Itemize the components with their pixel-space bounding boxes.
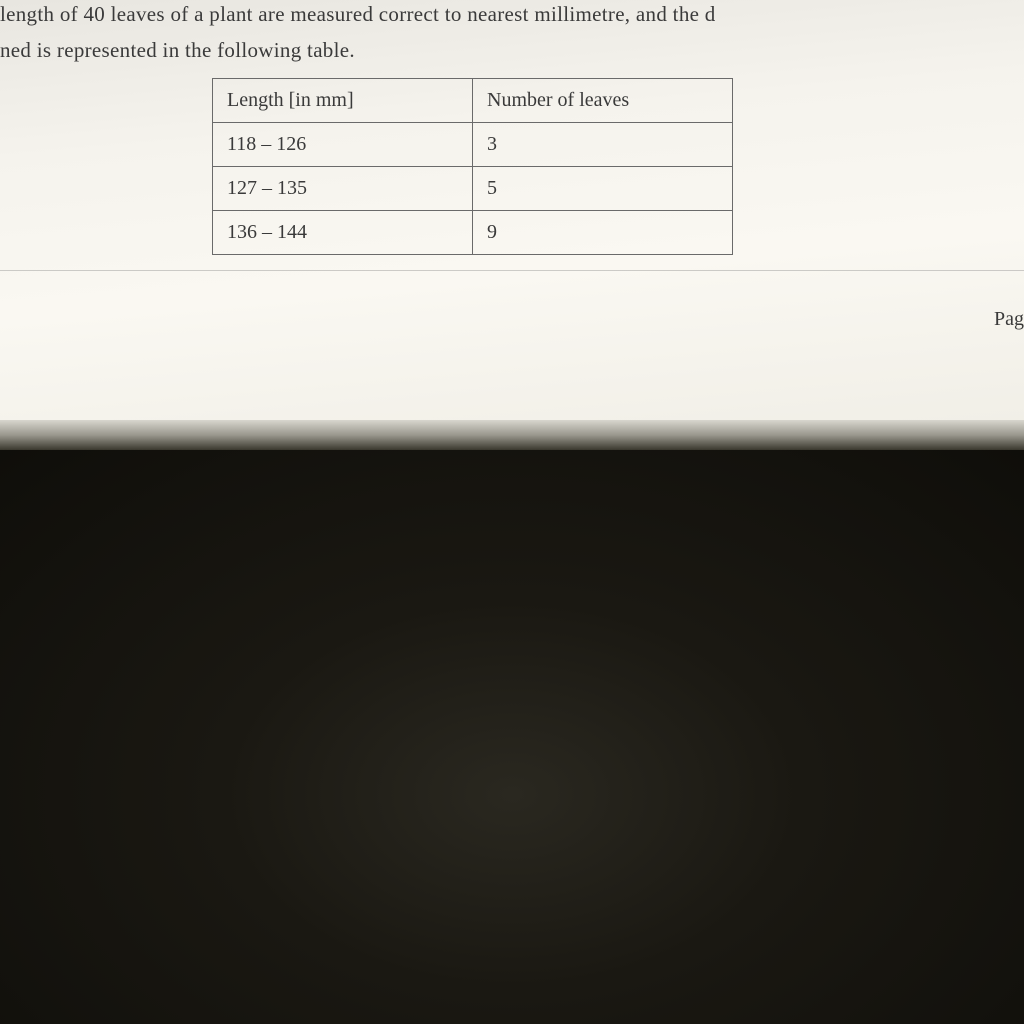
table-row: 118 – 126 3 bbox=[213, 123, 733, 167]
paper-shadow-edge bbox=[0, 420, 1024, 450]
cell-count: 9 bbox=[473, 211, 733, 255]
cell-length: 127 – 135 bbox=[213, 167, 473, 211]
page-indicator: Pag bbox=[994, 308, 1024, 331]
problem-text-line-2: ned is represented in the following tabl… bbox=[0, 38, 355, 63]
dark-background bbox=[0, 450, 1024, 1024]
cell-length: 136 – 144 bbox=[213, 211, 473, 255]
table-row: 136 – 144 9 bbox=[213, 211, 733, 255]
paper-region: length of 40 leaves of a plant are measu… bbox=[0, 0, 1024, 440]
table-header-row: Length [in mm] Number of leaves bbox=[213, 79, 733, 123]
cell-count: 5 bbox=[473, 167, 733, 211]
frequency-table: Length [in mm] Number of leaves 118 – 12… bbox=[212, 78, 733, 255]
header-length: Length [in mm] bbox=[213, 79, 473, 123]
cell-count: 3 bbox=[473, 123, 733, 167]
header-count: Number of leaves bbox=[473, 79, 733, 123]
cell-length: 118 – 126 bbox=[213, 123, 473, 167]
horizontal-divider bbox=[0, 270, 1024, 271]
table-row: 127 – 135 5 bbox=[213, 167, 733, 211]
problem-text-line-1: length of 40 leaves of a plant are measu… bbox=[0, 2, 716, 27]
